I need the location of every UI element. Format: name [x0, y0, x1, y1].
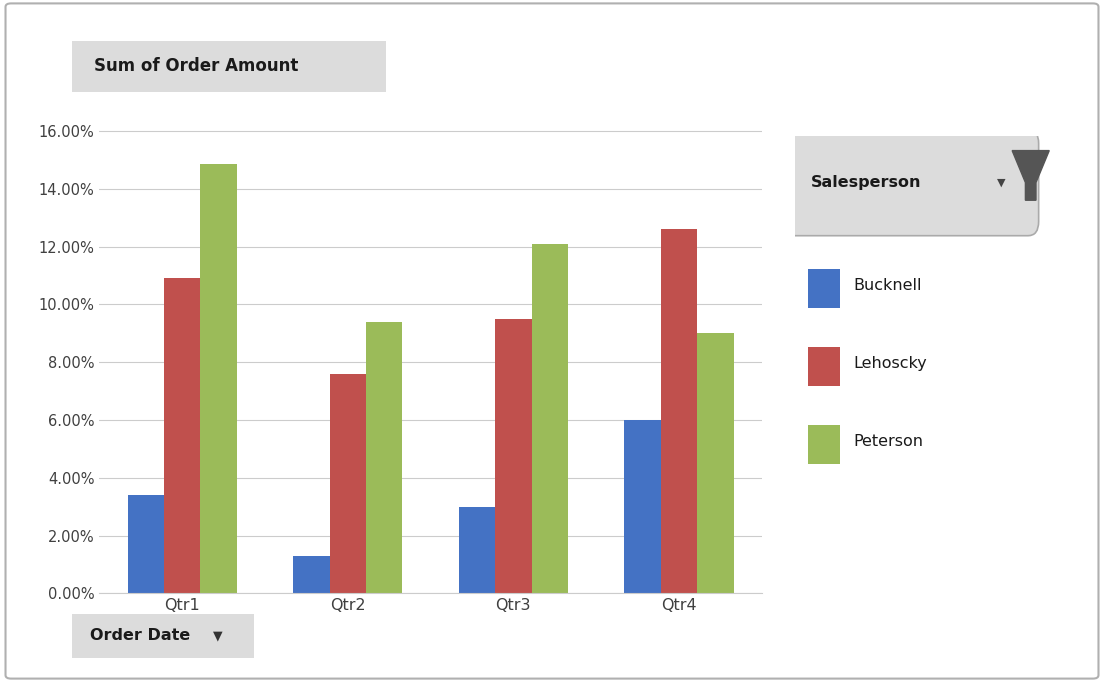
FancyBboxPatch shape: [53, 610, 273, 663]
Bar: [808, 269, 840, 308]
Bar: [625, 420, 660, 593]
Bar: [293, 556, 329, 593]
Text: Salesperson: Salesperson: [810, 175, 921, 190]
Bar: [201, 164, 236, 593]
Text: Peterson: Peterson: [853, 434, 923, 449]
FancyBboxPatch shape: [46, 37, 412, 96]
Bar: [808, 347, 840, 387]
Text: Bucknell: Bucknell: [853, 278, 922, 293]
Text: Sum of Order Amount: Sum of Order Amount: [94, 57, 298, 76]
Bar: [808, 426, 840, 464]
Text: Order Date: Order Date: [91, 629, 190, 643]
Bar: [367, 322, 403, 593]
Bar: [495, 319, 532, 593]
Bar: [163, 278, 200, 593]
Bar: [459, 507, 495, 593]
Bar: [128, 495, 164, 593]
Bar: [329, 374, 367, 593]
FancyBboxPatch shape: [784, 130, 1039, 236]
Bar: [532, 244, 569, 593]
Text: Lehoscky: Lehoscky: [853, 356, 927, 371]
Bar: [660, 229, 698, 593]
Text: ▼: ▼: [213, 629, 222, 642]
Text: ▼: ▼: [997, 177, 1006, 188]
Bar: [698, 333, 734, 593]
Polygon shape: [1012, 151, 1049, 201]
